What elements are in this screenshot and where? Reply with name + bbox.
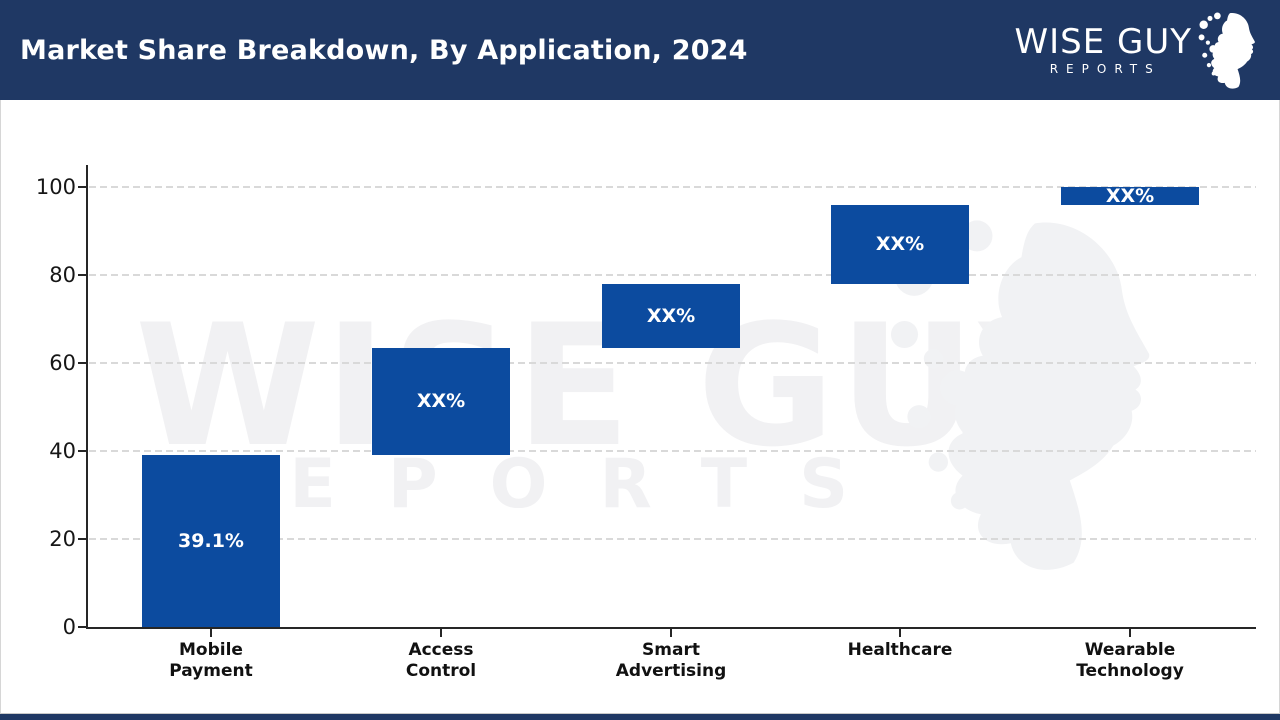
bar-value-label-smart-advertising: XX%: [646, 304, 696, 327]
bar-value-label-healthcare: XX%: [875, 233, 925, 256]
y-tick-80: [78, 274, 86, 276]
x-category-label-healthcare: Healthcare: [847, 640, 953, 660]
bar-smart-advertising: XX%: [602, 283, 740, 348]
gridline-100: [89, 186, 1256, 188]
gridline-40: [89, 450, 1256, 452]
y-tick-40: [78, 450, 86, 452]
x-category-label-mobile-payment: Mobile Payment: [169, 640, 253, 681]
logo-wordmark: WISE GUY: [1014, 22, 1192, 62]
x-tick-healthcare: [899, 629, 901, 637]
x-tick-access-control: [440, 629, 442, 637]
gridline-60: [89, 362, 1256, 364]
x-category-label-access-control: Access Control: [405, 640, 477, 681]
y-tick-label-100: 100: [35, 175, 76, 199]
x-tick-smart-advertising: [670, 629, 672, 637]
y-tick-label-40: 40: [49, 439, 76, 463]
wiseguy-logo: WISE GUY REPORTS: [1014, 10, 1262, 90]
y-tick-60: [78, 362, 86, 364]
y-tick-label-20: 20: [49, 527, 76, 551]
gridline-80: [89, 274, 1256, 276]
watermark-subtitle: REPORTS: [185, 445, 901, 524]
wiseguy-logo-text: WISE GUY REPORTS: [1014, 25, 1192, 75]
gridline-20: [89, 538, 1256, 540]
y-tick-label-80: 80: [49, 263, 76, 287]
x-category-label-wearable-technology: Wearable Technology: [1076, 640, 1184, 681]
bar-mobile-payment: 39.1%: [142, 454, 280, 627]
x-category-label-smart-advertising: Smart Advertising: [615, 640, 727, 681]
y-tick-0: [78, 626, 86, 628]
y-tick-20: [78, 538, 86, 540]
header-bar: Market Share Breakdown, By Application, …: [0, 0, 1280, 100]
footer-bar: [0, 714, 1280, 720]
y-tick-label-0: 0: [62, 615, 76, 639]
x-axis-line: [86, 627, 1256, 629]
y-tick-100: [78, 186, 86, 188]
x-tick-mobile-payment: [210, 629, 212, 637]
logo-subtitle: REPORTS: [1049, 62, 1161, 76]
y-axis-line: [86, 165, 88, 629]
y-tick-label-60: 60: [49, 351, 76, 375]
page-title: Market Share Breakdown, By Application, …: [20, 34, 748, 66]
wiseguy-face-icon: [1198, 12, 1255, 89]
bar-value-label-access-control: XX%: [416, 390, 466, 413]
bar-healthcare: XX%: [831, 204, 969, 284]
bar-value-label-mobile-payment: 39.1%: [178, 529, 244, 552]
bar-wearable-technology: XX%: [1061, 184, 1199, 207]
bar-access-control: XX%: [372, 347, 510, 455]
x-tick-wearable-technology: [1129, 629, 1131, 637]
bar-value-label-wearable-technology: XX%: [1105, 184, 1155, 207]
